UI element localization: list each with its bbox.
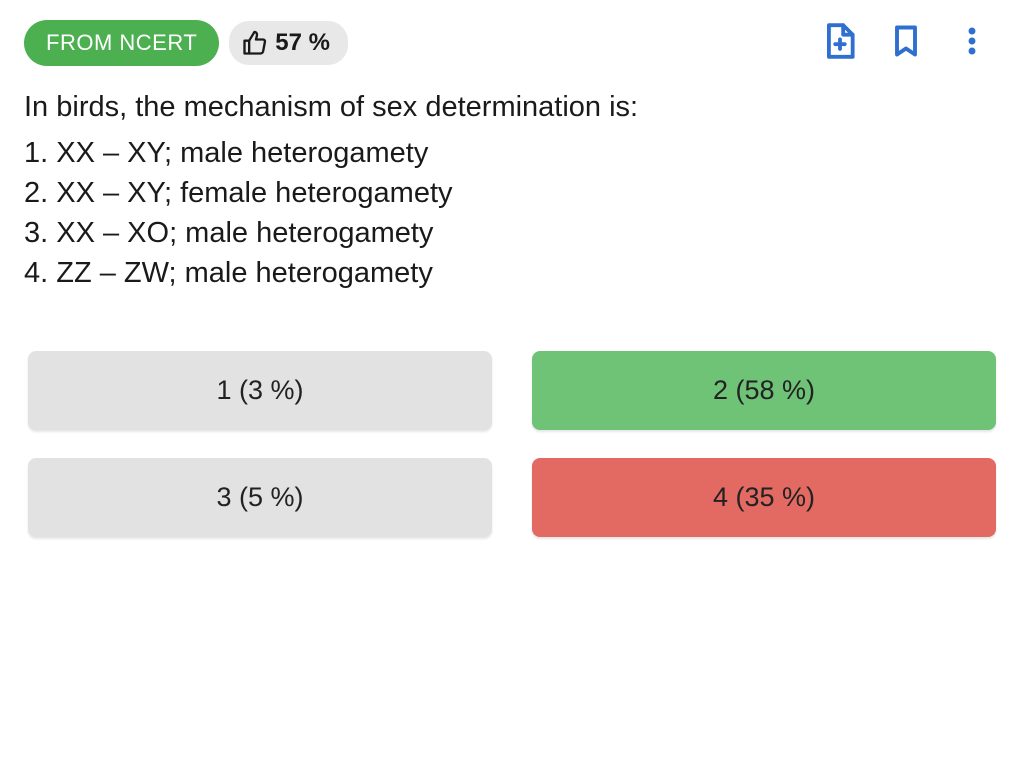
more-menu-button[interactable] <box>952 23 992 63</box>
question-option: 1. XX – XY; male heterogamety <box>24 133 1000 173</box>
question-option: 3. XX – XO; male heterogamety <box>24 213 1000 253</box>
answer-button-1[interactable]: 1 (3 %) <box>28 351 492 430</box>
file-plus-icon <box>821 22 859 65</box>
question-option: 2. XX – XY; female heterogamety <box>24 173 1000 213</box>
answer-button-2[interactable]: 2 (58 %) <box>532 351 996 430</box>
thumbs-up-icon <box>241 29 269 57</box>
question-options: 1. XX – XY; male heterogamety 2. XX – XY… <box>24 133 1000 293</box>
header-actions <box>820 23 1000 63</box>
bookmark-icon <box>888 23 924 64</box>
header-row: FROM NCERT 57 % <box>24 20 1000 66</box>
more-vertical-icon <box>956 21 988 66</box>
approval-badge: 57 % <box>229 21 348 65</box>
answer-button-4[interactable]: 4 (35 %) <box>532 458 996 537</box>
question-option: 4. ZZ – ZW; male heterogamety <box>24 253 1000 293</box>
answers-grid: 1 (3 %) 2 (58 %) 3 (5 %) 4 (35 %) <box>24 351 1000 537</box>
approval-percent-text: 57 % <box>275 29 330 57</box>
answer-button-3[interactable]: 3 (5 %) <box>28 458 492 537</box>
question-prompt: In birds, the mechanism of sex determina… <box>24 88 1000 127</box>
bookmark-button[interactable] <box>886 23 926 63</box>
source-badge: FROM NCERT <box>24 20 219 66</box>
add-note-button[interactable] <box>820 23 860 63</box>
